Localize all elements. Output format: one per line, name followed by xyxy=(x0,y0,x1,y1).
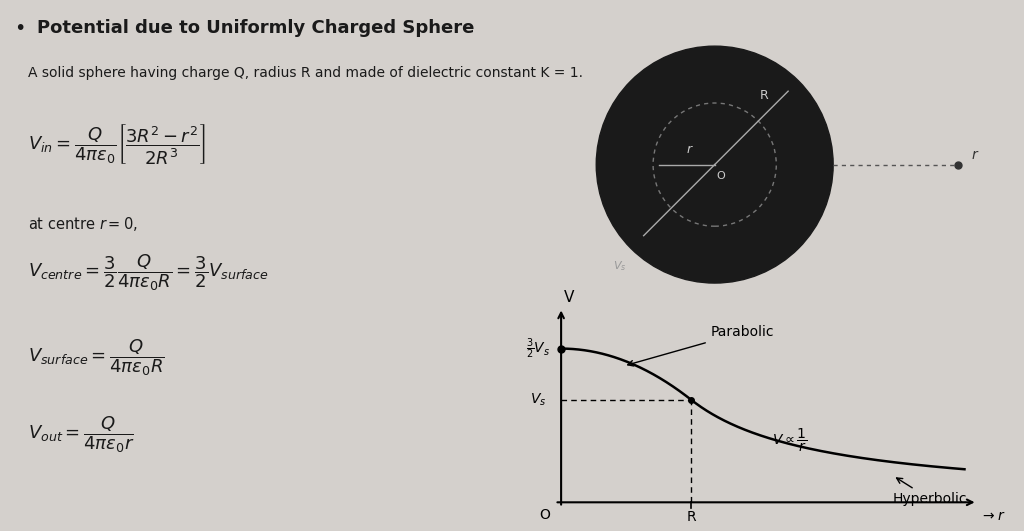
Text: r: r xyxy=(972,148,978,161)
Text: Potential due to Uniformly Charged Sphere: Potential due to Uniformly Charged Spher… xyxy=(37,19,474,37)
Text: $\frac{3}{2}V_s$: $\frac{3}{2}V_s$ xyxy=(525,337,550,361)
Text: $V \propto \dfrac{1}{r}$: $V \propto \dfrac{1}{r}$ xyxy=(772,427,808,455)
Text: A solid sphere having charge Q, radius R and made of dielectric constant K = 1.: A solid sphere having charge Q, radius R… xyxy=(29,66,583,80)
Text: $V_{surface} = \dfrac{Q}{4\pi\varepsilon_0 R}$: $V_{surface} = \dfrac{Q}{4\pi\varepsilon… xyxy=(29,337,165,378)
Text: $V_s$: $V_s$ xyxy=(529,392,546,408)
Text: R: R xyxy=(760,89,769,102)
Text: r: r xyxy=(686,143,691,156)
Text: $V_{in} = \dfrac{Q}{4\pi\varepsilon_0}\left[\dfrac{3R^2 - r^2}{2R^3}\right]$: $V_{in} = \dfrac{Q}{4\pi\varepsilon_0}\l… xyxy=(29,122,207,166)
Text: R: R xyxy=(686,510,696,524)
Text: Parabolic: Parabolic xyxy=(628,326,774,366)
Text: O: O xyxy=(539,508,550,521)
Circle shape xyxy=(596,46,834,283)
Text: Hyperbolic: Hyperbolic xyxy=(893,478,968,506)
Text: $\rightarrow r$: $\rightarrow r$ xyxy=(980,509,1006,524)
Text: V: V xyxy=(564,289,574,305)
Text: $V_{centre} = \dfrac{3}{2}\dfrac{Q}{4\pi\varepsilon_0 R} = \dfrac{3}{2}V_{surfac: $V_{centre} = \dfrac{3}{2}\dfrac{Q}{4\pi… xyxy=(29,252,268,293)
Text: at centre $r = 0,$: at centre $r = 0,$ xyxy=(29,215,137,233)
Text: $V_s$: $V_s$ xyxy=(613,259,627,272)
Text: $V_{out} = \dfrac{Q}{4\pi\varepsilon_0 r}$: $V_{out} = \dfrac{Q}{4\pi\varepsilon_0 r… xyxy=(29,414,134,455)
Text: •: • xyxy=(14,19,26,38)
Text: O: O xyxy=(716,171,725,181)
